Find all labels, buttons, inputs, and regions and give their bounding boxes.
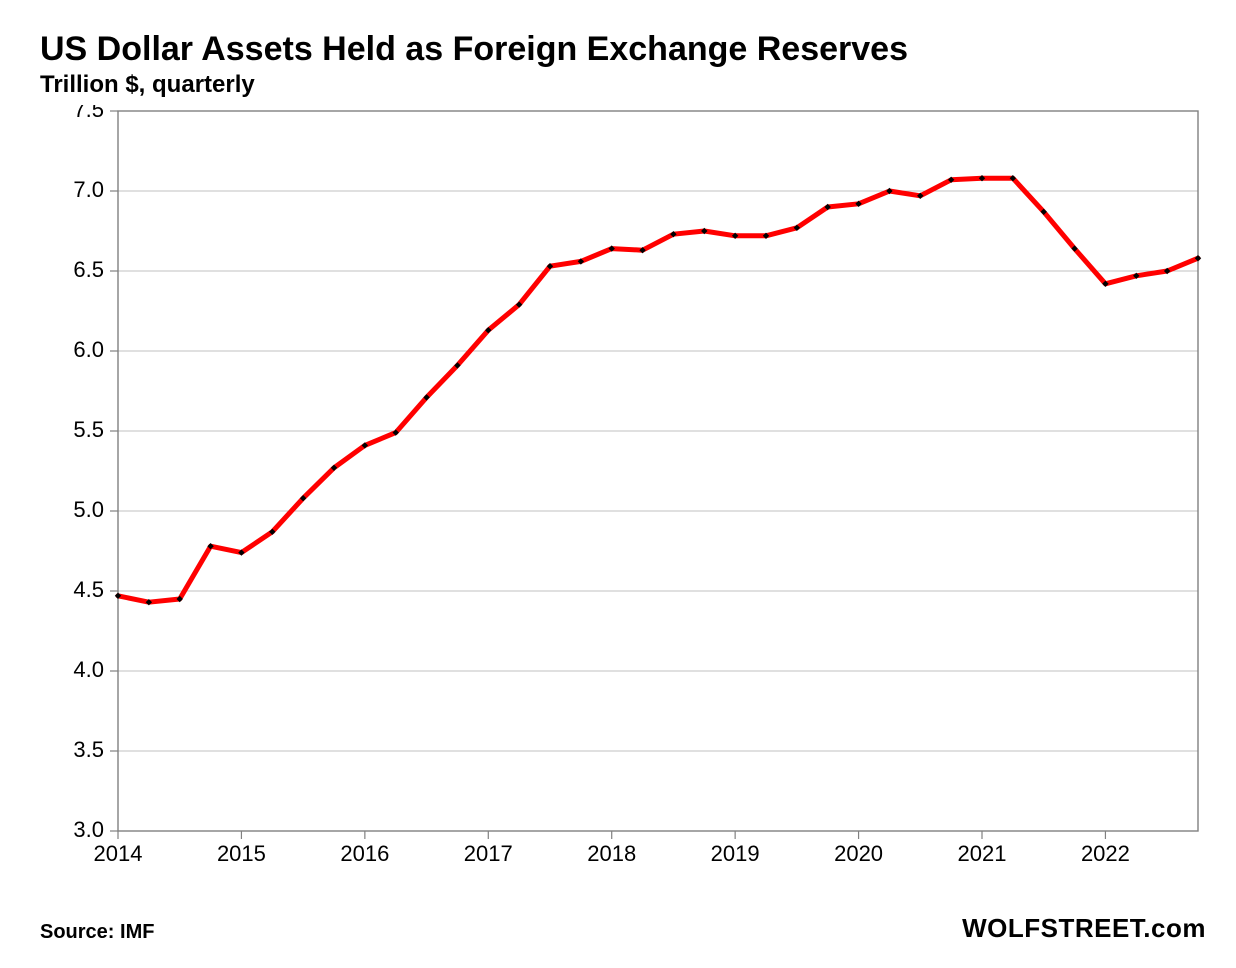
x-tick-label: 2022: [1081, 841, 1130, 866]
x-tick-label: 2017: [464, 841, 513, 866]
brand-label: WOLFSTREET.com: [962, 913, 1206, 944]
y-tick-label: 6.5: [73, 257, 104, 282]
x-tick-label: 2016: [340, 841, 389, 866]
y-tick-label: 5.5: [73, 417, 104, 442]
x-tick-label: 2014: [94, 841, 143, 866]
chart-title: US Dollar Assets Held as Foreign Exchang…: [40, 30, 1206, 69]
x-tick-label: 2020: [834, 841, 883, 866]
x-tick-label: 2015: [217, 841, 266, 866]
y-tick-label: 3.5: [73, 737, 104, 762]
chart-footer: Source: IMF WOLFSTREET.com: [40, 913, 1206, 944]
y-tick-label: 4.5: [73, 577, 104, 602]
y-tick-label: 7.0: [73, 177, 104, 202]
y-tick-label: 3.0: [73, 817, 104, 842]
line-chart: 3.0 3.5 4.0 4.5 5.0 5.5 6.0 6.5 7.0 7.5 2014 2015 20…: [30, 105, 1206, 895]
y-tick-label: 6.0: [73, 337, 104, 362]
data-line: [118, 178, 1198, 602]
chart-container: US Dollar Assets Held as Foreign Exchang…: [0, 0, 1236, 968]
source-label: Source: IMF: [40, 921, 154, 944]
y-tick-label: 4.0: [73, 657, 104, 682]
y-tick-label: 5.0: [73, 497, 104, 522]
x-tick-label: 2021: [958, 841, 1007, 866]
chart-subtitle: Trillion $, quarterly: [40, 71, 1206, 99]
x-tick-label: 2019: [711, 841, 760, 866]
x-tick-label: 2018: [587, 841, 636, 866]
y-tick-label: 7.5: [73, 105, 104, 122]
